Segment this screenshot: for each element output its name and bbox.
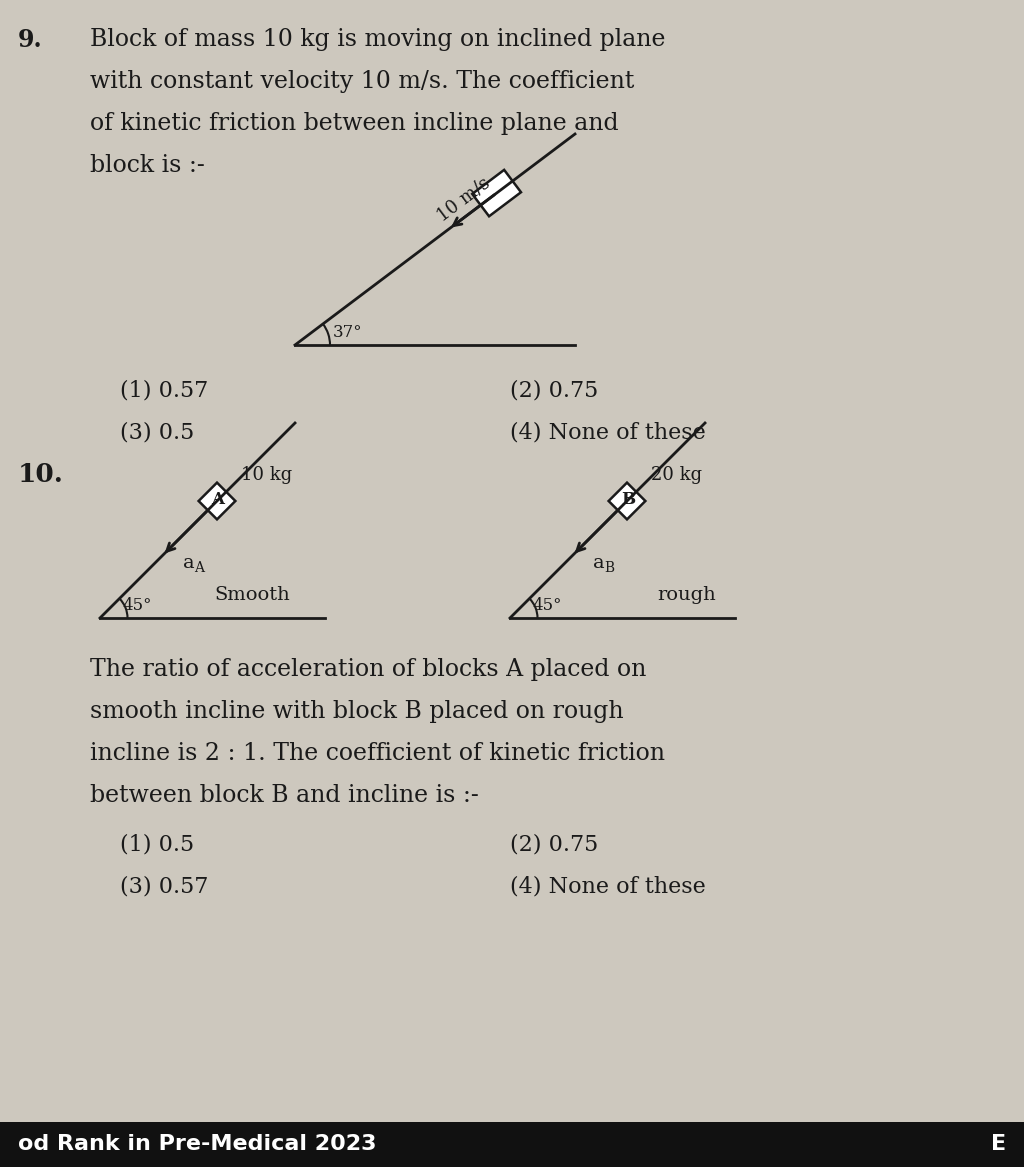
Text: A: A	[195, 561, 205, 575]
Text: od Rank in Pre-Medical 2023: od Rank in Pre-Medical 2023	[18, 1134, 377, 1154]
Text: of kinetic friction between incline plane and: of kinetic friction between incline plan…	[90, 112, 618, 135]
Text: (3) 0.57: (3) 0.57	[120, 876, 208, 897]
Text: smooth incline with block B placed on rough: smooth incline with block B placed on ro…	[90, 700, 624, 724]
Text: (4) None of these: (4) None of these	[510, 876, 706, 897]
Text: 45°: 45°	[122, 598, 152, 614]
Text: The ratio of acceleration of blocks A placed on: The ratio of acceleration of blocks A pl…	[90, 658, 646, 682]
Text: 10 kg: 10 kg	[241, 467, 292, 484]
Text: rough: rough	[657, 586, 717, 605]
Text: (1) 0.57: (1) 0.57	[120, 380, 208, 401]
Text: 10.: 10.	[18, 462, 63, 487]
Text: (3) 0.5: (3) 0.5	[120, 422, 195, 443]
Polygon shape	[199, 483, 236, 519]
Text: Smooth: Smooth	[214, 586, 290, 605]
Text: 37°: 37°	[333, 324, 362, 341]
Text: 10 m/s: 10 m/s	[434, 174, 494, 225]
Text: 9.: 9.	[18, 28, 43, 53]
Text: a: a	[182, 554, 195, 573]
Text: (2) 0.75: (2) 0.75	[510, 834, 598, 857]
Text: between block B and incline is :-: between block B and incline is :-	[90, 784, 479, 808]
Text: B: B	[604, 561, 614, 575]
Bar	[0, 1121, 1024, 1167]
Text: Block of mass 10 kg is moving on inclined plane: Block of mass 10 kg is moving on incline…	[90, 28, 666, 51]
Text: a: a	[593, 554, 604, 573]
Text: (1) 0.5: (1) 0.5	[120, 834, 195, 857]
Text: A: A	[212, 491, 224, 509]
Text: 20 kg: 20 kg	[650, 467, 701, 484]
Text: 45°: 45°	[532, 598, 561, 614]
Text: (4) None of these: (4) None of these	[510, 422, 706, 443]
Text: incline is 2 : 1. The coefficient of kinetic friction: incline is 2 : 1. The coefficient of kin…	[90, 742, 665, 766]
Polygon shape	[608, 483, 645, 519]
Text: with constant velocity 10 m/s. The coefficient: with constant velocity 10 m/s. The coeff…	[90, 70, 635, 93]
Text: block is :-: block is :-	[90, 154, 205, 177]
Text: B: B	[621, 491, 635, 509]
Text: E: E	[991, 1134, 1006, 1154]
Text: (2) 0.75: (2) 0.75	[510, 380, 598, 401]
Polygon shape	[472, 170, 521, 216]
